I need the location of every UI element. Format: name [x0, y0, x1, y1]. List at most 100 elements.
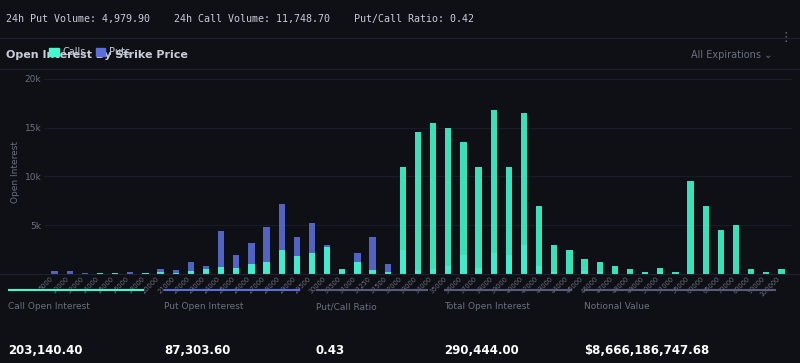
- Bar: [203, 269, 209, 274]
- Bar: [324, 245, 330, 274]
- Bar: [112, 273, 118, 274]
- Bar: [112, 273, 118, 274]
- Bar: [370, 237, 376, 274]
- Bar: [294, 237, 300, 274]
- Bar: [430, 123, 436, 274]
- Text: Total Open Interest: Total Open Interest: [444, 302, 530, 311]
- Bar: [278, 250, 285, 274]
- Y-axis label: Open Interest: Open Interest: [11, 140, 20, 203]
- Bar: [127, 272, 134, 274]
- Text: $8,666,186,747.68: $8,666,186,747.68: [584, 344, 710, 357]
- Bar: [748, 269, 754, 274]
- Bar: [385, 272, 391, 274]
- Bar: [566, 250, 573, 274]
- Text: Open Interest By Strike Price: Open Interest By Strike Price: [6, 50, 188, 60]
- Bar: [445, 127, 451, 274]
- Bar: [506, 254, 512, 274]
- Bar: [490, 110, 497, 274]
- Bar: [778, 269, 785, 274]
- Bar: [66, 271, 73, 274]
- Bar: [339, 269, 346, 274]
- Bar: [400, 167, 406, 274]
- Bar: [354, 253, 361, 274]
- Bar: [763, 272, 770, 274]
- Bar: [158, 269, 164, 274]
- Text: 290,444.00: 290,444.00: [444, 344, 518, 357]
- Bar: [218, 267, 224, 274]
- Bar: [248, 243, 254, 274]
- Text: ⋮: ⋮: [779, 31, 792, 44]
- Bar: [97, 273, 103, 274]
- Bar: [582, 271, 588, 274]
- Bar: [597, 262, 603, 274]
- Bar: [173, 273, 179, 274]
- Bar: [702, 206, 709, 274]
- Bar: [415, 132, 421, 274]
- Bar: [97, 273, 103, 274]
- Bar: [687, 273, 694, 274]
- Legend: Calls, Puts: Calls, Puts: [49, 47, 130, 57]
- Bar: [657, 272, 663, 274]
- Bar: [233, 254, 239, 274]
- Bar: [642, 272, 648, 274]
- Bar: [309, 223, 315, 274]
- Text: Notional Value: Notional Value: [584, 302, 650, 311]
- Bar: [233, 268, 239, 274]
- Bar: [400, 250, 406, 274]
- Bar: [536, 206, 542, 274]
- Bar: [536, 266, 542, 274]
- Bar: [415, 270, 421, 274]
- Bar: [263, 262, 270, 274]
- Text: Call Open Interest: Call Open Interest: [8, 302, 90, 311]
- Bar: [218, 231, 224, 274]
- Text: Put Open Interest: Put Open Interest: [164, 302, 243, 311]
- Bar: [173, 270, 179, 274]
- Bar: [188, 262, 194, 274]
- Bar: [158, 272, 164, 274]
- Bar: [294, 257, 300, 274]
- Bar: [642, 273, 648, 274]
- Text: 0.43: 0.43: [316, 344, 345, 357]
- Bar: [612, 266, 618, 274]
- Bar: [733, 225, 739, 274]
- Bar: [627, 269, 633, 274]
- Bar: [672, 273, 678, 274]
- Bar: [445, 266, 451, 274]
- Bar: [460, 254, 466, 274]
- Bar: [490, 253, 497, 274]
- Text: 203,140.40: 203,140.40: [8, 344, 82, 357]
- Bar: [430, 269, 436, 274]
- Bar: [263, 227, 270, 274]
- Bar: [51, 271, 58, 274]
- Bar: [612, 273, 618, 274]
- Text: 87,303.60: 87,303.60: [164, 344, 230, 357]
- Bar: [82, 273, 88, 274]
- Bar: [521, 113, 527, 274]
- Bar: [718, 230, 724, 274]
- Text: 24h Put Volume: 4,979.90    24h Call Volume: 11,748.70    Put/Call Ratio: 0.42: 24h Put Volume: 4,979.90 24h Call Volume…: [6, 14, 474, 24]
- Bar: [354, 262, 361, 274]
- Bar: [475, 268, 482, 274]
- Bar: [370, 270, 376, 274]
- Bar: [385, 264, 391, 274]
- Bar: [702, 273, 709, 274]
- Bar: [203, 266, 209, 274]
- Bar: [339, 270, 346, 274]
- Bar: [551, 245, 558, 274]
- Bar: [521, 245, 527, 274]
- Bar: [309, 253, 315, 274]
- Bar: [188, 271, 194, 274]
- Bar: [506, 167, 512, 274]
- Bar: [582, 260, 588, 274]
- Bar: [142, 273, 149, 274]
- Bar: [551, 272, 558, 274]
- Bar: [657, 268, 663, 274]
- Bar: [278, 204, 285, 274]
- Text: All Expirations ⌄: All Expirations ⌄: [690, 50, 772, 60]
- Bar: [248, 264, 254, 274]
- Bar: [597, 272, 603, 274]
- Bar: [460, 142, 466, 274]
- Bar: [672, 272, 678, 274]
- Bar: [687, 181, 694, 274]
- Bar: [142, 273, 149, 274]
